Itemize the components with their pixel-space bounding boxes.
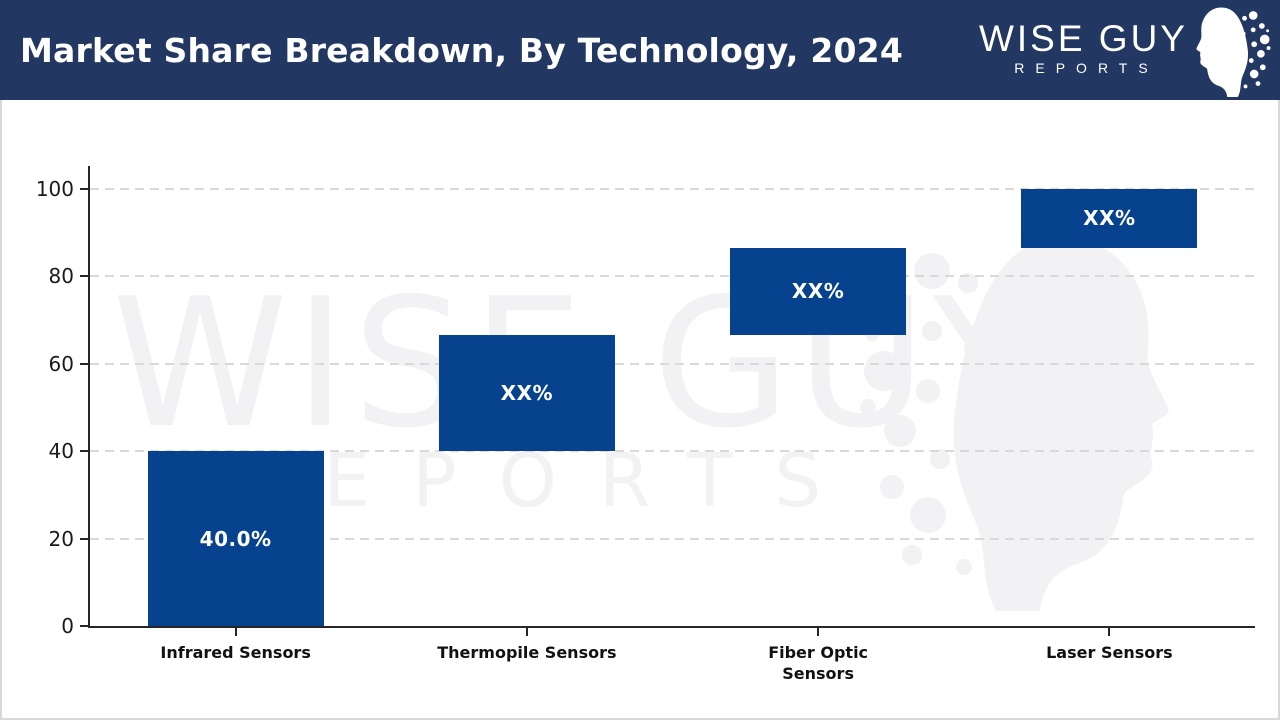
bar-value-label: XX%	[1083, 206, 1136, 231]
gridline	[90, 537, 1255, 540]
y-tick-label: 0	[61, 614, 74, 638]
bar-value-label: XX%	[500, 381, 554, 406]
x-tick-mark	[234, 628, 237, 636]
y-tick-mark	[80, 537, 88, 540]
y-axis	[87, 166, 90, 628]
bar: XX%	[1021, 188, 1198, 248]
header: Market Share Breakdown, By Technology, 2…	[0, 0, 1280, 100]
gridline	[90, 275, 1255, 277]
bar: 40.0%	[147, 451, 324, 626]
y-tick-label: 60	[48, 351, 74, 376]
y-tick-label: 100	[35, 176, 74, 201]
y-tick-label: 80	[48, 264, 74, 288]
chart-area: WISE GUY REPORTS 40.0% XX% XX% XX% 0 20 40 60 80…	[2, 100, 1278, 718]
y-tick-mark	[80, 362, 88, 365]
x-tick-label: Infrared Sensors	[160, 643, 311, 662]
x-tick-label: Thermopile Sensors	[437, 643, 617, 662]
page-title: Market Share Breakdown, By Technology, 2…	[20, 30, 903, 70]
brand-logo: WISE GUY REPORTS	[978, 18, 1188, 77]
y-tick-mark	[80, 275, 88, 277]
y-tick-label: 20	[48, 526, 74, 551]
x-tick-label: Laser Sensors	[1046, 643, 1173, 662]
bar-value-label: XX%	[791, 279, 845, 304]
x-tick-mark	[1108, 628, 1111, 636]
x-tick-label: Fiber Optic Sensors	[768, 643, 869, 683]
brand-wordmark: WISE GUY	[978, 18, 1188, 59]
bar: XX%	[730, 247, 907, 336]
x-axis	[87, 625, 1255, 628]
y-tick-mark	[80, 187, 88, 190]
brand-wordmark-sub: REPORTS	[1014, 60, 1159, 76]
bar-value-label: 40.0%	[199, 526, 272, 551]
brand-face-icon	[1186, 2, 1280, 98]
y-tick-label: 40	[48, 439, 74, 463]
plot-area: 40.0% XX% XX% XX% 0 20 40 60 80 100 Infrared Senso…	[2, 100, 1278, 718]
x-tick-mark	[817, 628, 820, 636]
gridline	[90, 362, 1255, 365]
gridline	[90, 187, 1255, 190]
y-tick-mark	[80, 450, 88, 452]
y-tick-mark	[80, 625, 88, 627]
bar: XX%	[438, 335, 615, 451]
x-tick-mark	[525, 628, 528, 636]
gridline	[90, 450, 1255, 452]
